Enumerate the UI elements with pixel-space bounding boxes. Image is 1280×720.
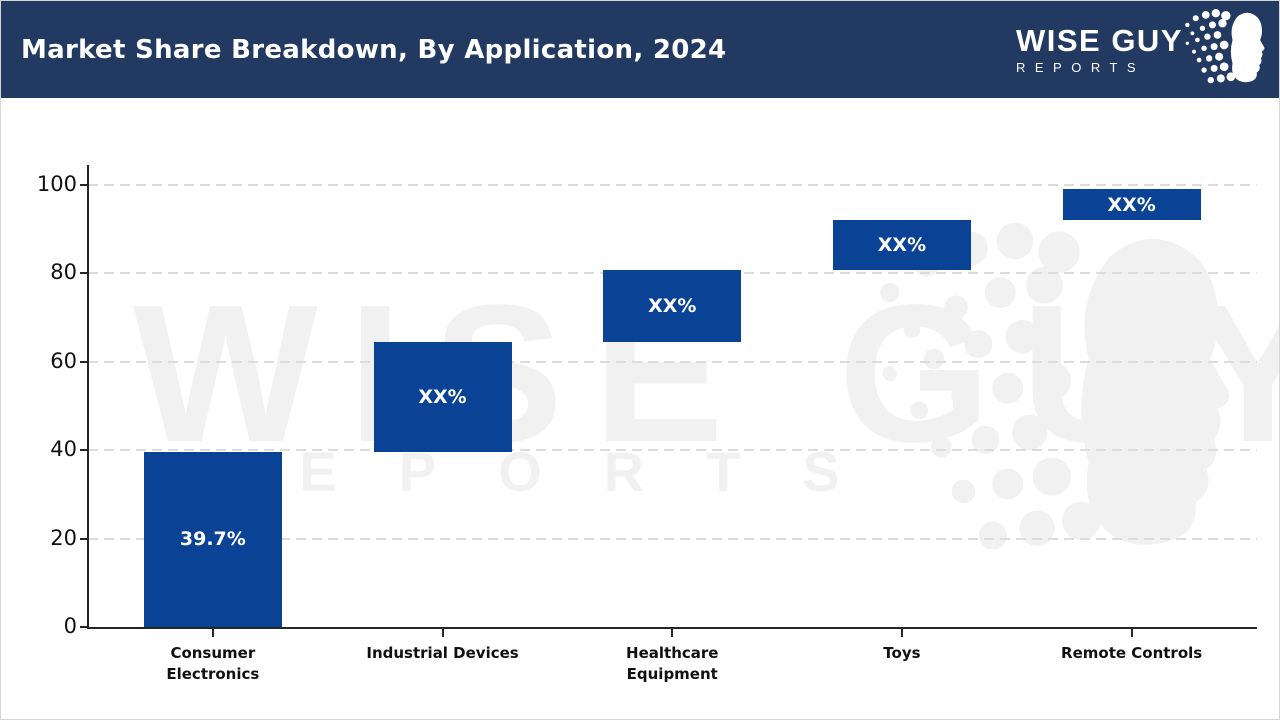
ytick-40 [80, 449, 88, 452]
watermark-text-line2: REPORTS [197, 440, 902, 503]
wiseguy-logo: WISE GUY REPORTS [1016, 7, 1271, 93]
gridline-100 [88, 184, 1257, 186]
ytick-60 [80, 360, 88, 363]
bar-value-label-industrial-devices: XX% [418, 385, 467, 408]
gridline-20 [88, 537, 1257, 540]
ytick-label-60: 60 [50, 348, 77, 373]
chart-area: WISE GUY REPORTS 0 20 40 60 80 100 39.7% Consum… [1, 98, 1279, 719]
category-label-remote-controls: Remote Controls [1061, 644, 1203, 662]
xtick-consumer-electronics [211, 629, 214, 637]
x-axis-line [87, 627, 1257, 629]
gridline-60 [88, 360, 1257, 363]
xtick-toys [900, 629, 903, 637]
bar-healthcare-equipment[interactable]: XX% [603, 269, 742, 342]
category-label-healthcare-equipment: Healthcare Equipment [626, 644, 719, 683]
chart-title: Market Share Breakdown, By Application, … [21, 34, 727, 65]
ytick-label-40: 40 [50, 437, 77, 462]
bar-remote-controls[interactable]: XX% [1062, 189, 1201, 221]
xtick-remote-controls [1130, 629, 1133, 637]
bar-consumer-electronics[interactable]: 39.7% [143, 451, 282, 627]
bar-value-label-consumer-electronics: 39.7% [179, 528, 246, 551]
bar-value-label-toys: XX% [877, 234, 927, 257]
y-axis-line [87, 165, 89, 629]
bar-value-label-remote-controls: XX% [1107, 193, 1156, 216]
ytick-label-0: 0 [63, 614, 77, 638]
ytick-20 [80, 537, 88, 540]
ytick-label-80: 80 [50, 260, 77, 285]
category-label-toys: Toys [883, 644, 921, 662]
brand-name: WISE GUY [1015, 23, 1183, 58]
xtick-healthcare-equipment [671, 629, 674, 637]
ytick-label-100: 100 [36, 172, 77, 196]
wiseguy-face-icon [1179, 8, 1271, 92]
header-bar: Market Share Breakdown, By Application, … [1, 1, 1279, 98]
ytick-label-20: 20 [50, 525, 77, 550]
xtick-industrial-devices [441, 629, 444, 637]
brand-text: WISE GUY REPORTS [1016, 24, 1183, 76]
bar-toys[interactable]: XX% [832, 220, 971, 270]
waterfall-plot: 0 20 40 60 80 100 39.7% Consumer Electronics XX%… [1, 98, 1279, 719]
ytick-80 [80, 272, 88, 275]
category-label-consumer-electronics: Consumer Electronics [166, 644, 260, 683]
bar-industrial-devices[interactable]: XX% [373, 341, 512, 452]
gridline-40 [88, 449, 1257, 452]
bar-value-label-healthcare-equipment: XX% [648, 294, 697, 317]
category-label-industrial-devices: Industrial Devices [366, 644, 519, 662]
ytick-100 [80, 184, 88, 186]
brand-subtitle: REPORTS [1015, 60, 1146, 75]
ytick-0 [80, 626, 88, 628]
